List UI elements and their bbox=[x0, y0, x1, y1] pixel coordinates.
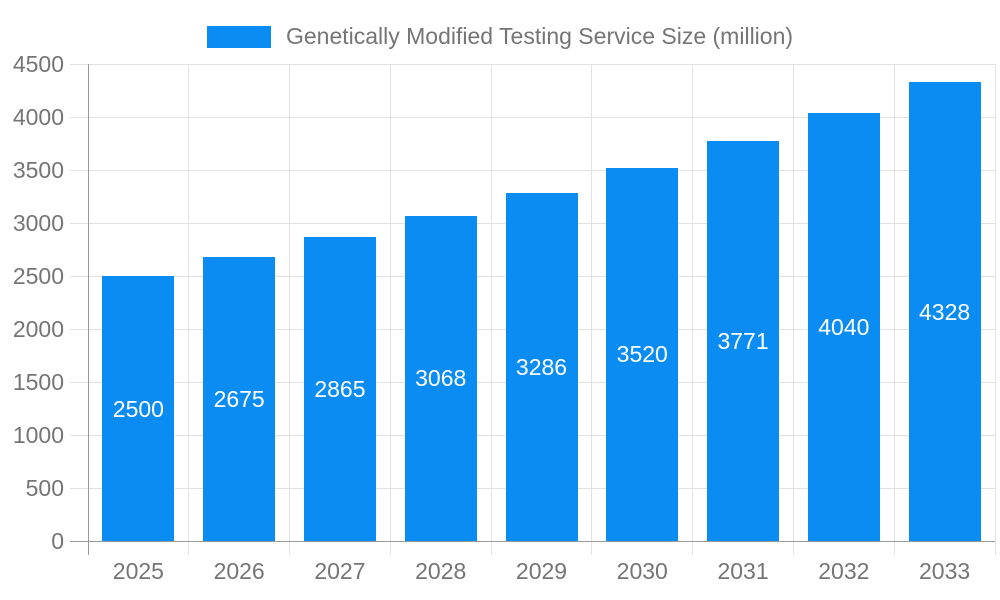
x-axis-tick-label: 2030 bbox=[616, 558, 668, 584]
y-axis-tick-label: 3500 bbox=[12, 157, 64, 183]
bar[interactable] bbox=[303, 237, 376, 541]
v-gridline bbox=[289, 64, 291, 555]
legend: Genetically Modified Testing Service Siz… bbox=[0, 23, 1000, 50]
x-axis-line bbox=[70, 540, 995, 542]
x-axis-tick-label: 2033 bbox=[919, 558, 971, 584]
y-axis-line bbox=[87, 64, 89, 555]
bar-value-label: 2675 bbox=[213, 386, 265, 413]
bar-value-label: 2500 bbox=[112, 395, 164, 422]
y-axis-tick-label: 1500 bbox=[12, 369, 64, 395]
h-gridline bbox=[70, 169, 995, 171]
v-gridline bbox=[994, 64, 996, 555]
bar[interactable] bbox=[102, 276, 175, 541]
y-axis-tick-label: 1000 bbox=[12, 422, 64, 448]
bar[interactable] bbox=[606, 167, 679, 541]
v-gridline bbox=[591, 64, 593, 555]
bar[interactable] bbox=[505, 192, 578, 541]
y-axis-tick-label: 0 bbox=[51, 528, 64, 554]
v-gridline bbox=[692, 64, 694, 555]
x-axis-tick-label: 2028 bbox=[415, 558, 467, 584]
x-axis-tick-label: 2026 bbox=[213, 558, 265, 584]
x-axis-tick-label: 2029 bbox=[515, 558, 568, 584]
legend-swatch[interactable] bbox=[206, 25, 271, 48]
h-gridline bbox=[70, 116, 995, 118]
v-gridline bbox=[389, 64, 391, 555]
y-axis-tick-label: 2000 bbox=[12, 316, 64, 342]
v-gridline bbox=[792, 64, 794, 555]
y-axis-tick-label: 4000 bbox=[12, 104, 64, 130]
x-axis-tick-label: 2027 bbox=[314, 558, 366, 584]
bar-value-label: 2865 bbox=[314, 376, 366, 403]
bar-value-label: 4040 bbox=[818, 313, 870, 340]
y-axis-tick-label: 3000 bbox=[12, 210, 64, 236]
v-gridline bbox=[490, 64, 492, 555]
bar-value-label: 4328 bbox=[919, 298, 971, 325]
bar[interactable] bbox=[807, 112, 880, 541]
y-axis-tick-label: 2500 bbox=[12, 263, 64, 289]
legend-label[interactable]: Genetically Modified Testing Service Siz… bbox=[285, 23, 794, 49]
v-gridline bbox=[188, 64, 190, 555]
y-axis-tick-label: 4500 bbox=[12, 51, 64, 77]
bar[interactable] bbox=[404, 215, 477, 541]
bar[interactable] bbox=[707, 141, 780, 541]
bar[interactable] bbox=[203, 257, 276, 541]
bar-value-label: 3286 bbox=[515, 353, 568, 380]
bar-value-label: 3068 bbox=[415, 365, 467, 392]
bar[interactable] bbox=[908, 82, 981, 541]
v-gridline bbox=[893, 64, 895, 555]
bar-value-label: 3520 bbox=[616, 341, 668, 368]
x-axis-tick-label: 2025 bbox=[112, 558, 164, 584]
x-axis-tick-label: 2031 bbox=[717, 558, 769, 584]
x-axis-tick-label: 2032 bbox=[818, 558, 870, 584]
y-axis-tick-label: 500 bbox=[25, 475, 64, 501]
bar-value-label: 3771 bbox=[717, 328, 769, 355]
h-gridline bbox=[70, 63, 995, 65]
